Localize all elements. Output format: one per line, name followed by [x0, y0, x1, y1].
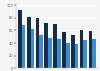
Bar [48, 38, 52, 68]
Bar [62, 32, 66, 68]
Bar [89, 31, 92, 68]
Bar [22, 25, 25, 68]
Bar [36, 18, 39, 68]
Bar [80, 30, 84, 68]
Bar [44, 23, 48, 68]
Bar [53, 24, 57, 68]
Bar [71, 35, 75, 68]
Bar [84, 40, 87, 68]
Bar [92, 39, 96, 68]
Bar [75, 44, 78, 68]
Bar [30, 29, 34, 68]
Bar [39, 35, 43, 68]
Bar [27, 17, 30, 68]
Bar [18, 10, 22, 68]
Bar [66, 43, 69, 68]
Bar [57, 39, 61, 68]
